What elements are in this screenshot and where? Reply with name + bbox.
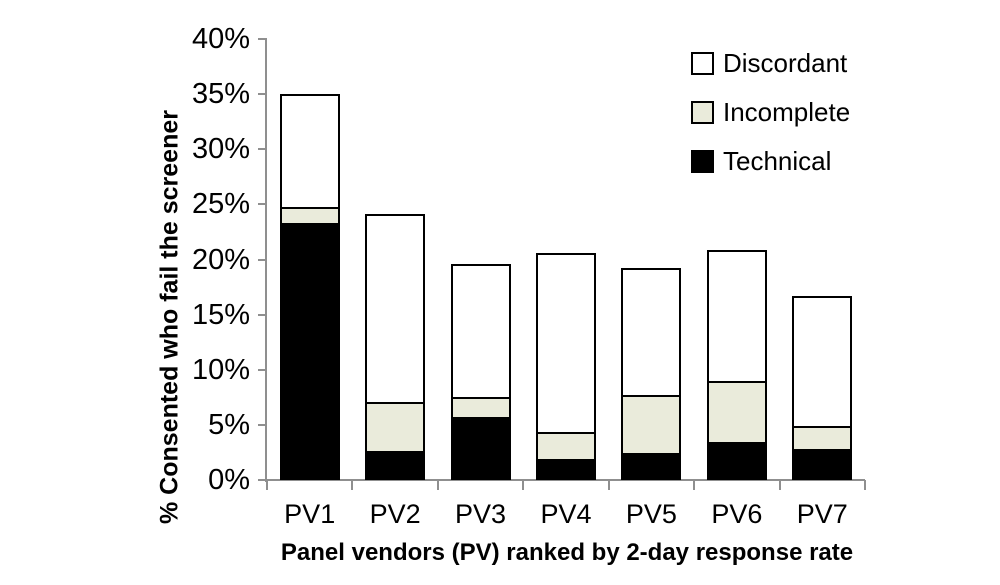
bar-segment-divider [621,452,682,455]
y-tick-label: 35% [191,78,250,111]
bar-outline [706,249,767,480]
legend-swatch-incomplete [691,100,714,124]
x-category-label-pv5: PV5 [625,499,677,529]
bar-segment-incomplete-pv4 [536,432,596,461]
bar-outline [365,214,426,480]
y-axis-tick [258,479,267,481]
x-axis-tick [864,480,866,490]
y-tick-label: 25% [191,188,250,221]
x-axis-tick [266,480,268,490]
bar-segment-divider [536,459,596,462]
bar-segment-discordant-pv5 [621,268,682,397]
bar-segment-divider [792,426,853,429]
bar-segment-discordant-pv6 [706,249,767,382]
legend-item-technical: Technical [691,144,850,178]
legend-item-discordant: Discordant [691,46,850,80]
y-axis-tick [258,368,267,371]
bar-pv4 [536,252,596,480]
y-tick-label: 15% [191,298,250,331]
y-axis-tick [258,423,267,426]
y-axis-tick [258,258,267,261]
legend: Discordant Incomplete Technical [691,46,850,178]
bar-pv3 [450,263,511,480]
x-axis-title: Panel vendors (PV) ranked by 2-day respo… [280,539,854,566]
bar-segment-incomplete-pv7 [792,427,853,451]
x-category-label-pv6: PV6 [711,499,763,529]
y-tick-label: 30% [191,133,250,166]
x-category-label-pv3: PV3 [455,499,507,529]
bar-segment-discordant-pv4 [536,252,596,433]
x-axis-line [258,479,865,481]
legend-label: Incomplete [723,97,851,127]
bar-segment-divider [279,223,340,226]
legend-item-incomplete: Incomplete [691,95,850,129]
bar-pv1 [279,94,340,480]
bar-outline [621,268,682,480]
y-axis-tick [258,313,267,316]
x-axis-tick [607,480,610,490]
bar-segment-divider [279,206,340,209]
bar-segment-divider [621,395,682,398]
y-axis-tick [258,203,267,206]
x-category-label-pv7: PV7 [796,499,848,529]
bar-segment-discordant-pv3 [450,263,511,399]
x-axis-tick [436,480,439,490]
bar-segment-incomplete-pv6 [706,381,767,443]
bar-segment-technical-pv6 [706,442,767,480]
bar-segment-technical-pv3 [450,418,511,480]
x-axis-tick [351,480,354,490]
legend-label: Technical [723,146,832,176]
bar-segment-discordant-pv7 [792,295,853,428]
bar-segment-incomplete-pv2 [365,402,426,453]
bar-segment-discordant-pv2 [365,214,426,403]
legend-swatch-discordant [691,51,714,75]
y-axis-line [265,39,267,482]
y-tick-label: 10% [191,353,250,386]
y-axis-tick [258,38,267,40]
bar-segment-discordant-pv1 [279,94,340,208]
x-category-label-pv1: PV1 [284,499,336,529]
bar-pv2 [365,214,426,480]
bar-segment-divider [792,449,853,452]
bar-segment-technical-pv7 [792,450,853,480]
bar-segment-divider [450,417,511,420]
bar-segment-technical-pv1 [279,224,340,480]
bar-segment-incomplete-pv1 [279,207,340,225]
bar-outline [279,94,340,480]
bar-outline [450,263,511,480]
x-category-label-pv2: PV2 [369,499,421,529]
bar-segment-technical-pv4 [536,460,596,480]
y-tick-label: 5% [208,408,250,441]
bar-segment-divider [450,397,511,400]
x-category-label-pv4: PV4 [540,499,592,529]
bar-segment-divider [536,431,596,434]
y-tick-label: 40% [191,23,250,55]
x-axis-tick [693,480,696,490]
bar-segment-technical-pv5 [621,453,682,480]
x-axis-tick [778,480,781,490]
bar-pv6 [706,249,767,480]
bar-segment-divider [365,451,426,454]
bar-segment-incomplete-pv3 [450,398,511,419]
bar-outline [536,252,596,480]
bar-segment-divider [365,401,426,404]
y-axis-tick [258,148,267,151]
bar-segment-incomplete-pv5 [621,396,682,454]
bar-outline [792,295,853,480]
x-axis-tick [522,480,525,490]
bar-segment-technical-pv2 [365,452,426,480]
legend-swatch-technical [691,149,714,173]
y-axis-tick [258,93,267,96]
y-tick-label: 0% [208,464,250,496]
legend-label: Discordant [723,48,848,78]
bar-segment-divider [706,441,767,444]
bar-pv5 [621,268,682,480]
bar-pv7 [792,295,853,480]
y-tick-label: 20% [191,243,250,276]
bar-segment-divider [706,380,767,383]
